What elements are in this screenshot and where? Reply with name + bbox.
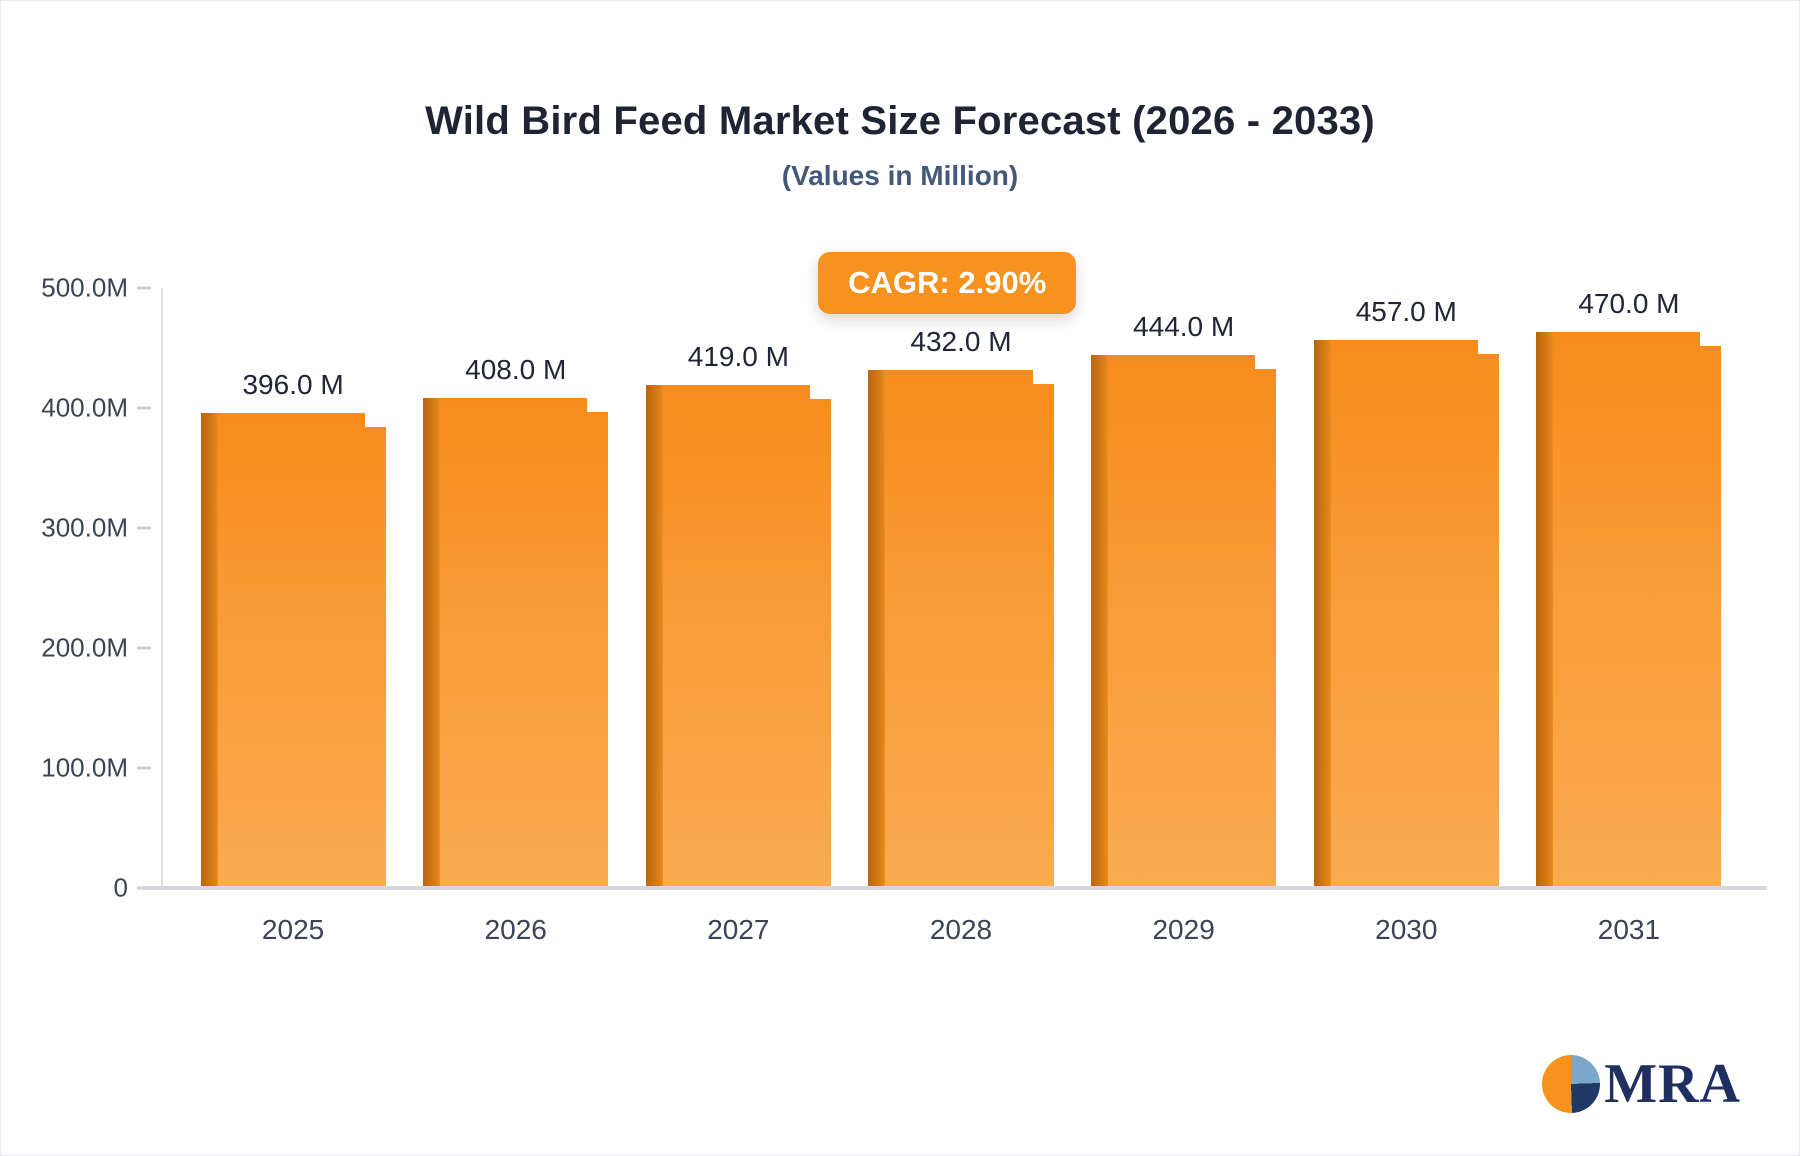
plot-area: 500.0M 400.0M 300.0M 200.0M 100.0M 0 396.0 M 2… bbox=[41, 252, 1767, 945]
bar-2031 bbox=[1536, 332, 1722, 888]
bar-2030 bbox=[1313, 339, 1499, 889]
x-tick-label: 2030 bbox=[1375, 914, 1438, 945]
bars: 396.0 M 2025 408.0 M 2026 419.0 M 2027 432.0 M… bbox=[163, 288, 1759, 945]
bar-column: 470.0 M 2031 bbox=[1536, 288, 1722, 945]
x-tick-label: 2026 bbox=[484, 914, 547, 945]
y-tick-mark bbox=[137, 406, 151, 410]
bar-column: 408.0 M 2026 bbox=[423, 288, 609, 945]
bar-2025 bbox=[200, 412, 386, 889]
bar-value-label: 419.0 M bbox=[687, 341, 789, 373]
mra-logo-pie-icon bbox=[1542, 1055, 1601, 1113]
bar-column: 419.0 M 2027 bbox=[645, 288, 832, 945]
x-tick-label: 2028 bbox=[929, 914, 993, 945]
x-tick-label: 2029 bbox=[1152, 914, 1215, 945]
y-tick-mark bbox=[137, 766, 151, 770]
bar-2028 bbox=[868, 369, 1054, 889]
bar-2029 bbox=[1091, 355, 1277, 888]
bar-column: 432.0 M 2028 bbox=[868, 288, 1054, 945]
cagr-badge: CAGR: 2.90% bbox=[818, 252, 1077, 314]
x-tick-label: 2027 bbox=[707, 914, 770, 945]
y-tick-label: 100.0M bbox=[41, 752, 128, 783]
bar-column: 444.0 M 2029 bbox=[1091, 288, 1277, 945]
y-axis-line bbox=[161, 288, 163, 888]
y-tick-mark bbox=[137, 286, 151, 290]
y-tick: 300.0M bbox=[27, 513, 151, 544]
y-tick-label: 500.0M bbox=[41, 272, 128, 303]
bar-column: 457.0 M 2030 bbox=[1313, 288, 1499, 945]
y-tick: 200.0M bbox=[27, 633, 151, 664]
bar-chart: 500.0M 400.0M 300.0M 200.0M 100.0M 0 396.0 M 2… bbox=[41, 252, 1767, 945]
x-tick-label: 2031 bbox=[1597, 914, 1661, 945]
bar-2026 bbox=[423, 398, 609, 888]
y-tick: 0 bbox=[27, 873, 151, 904]
bar-value-label: 408.0 M bbox=[465, 354, 567, 386]
y-tick-label: 0 bbox=[113, 872, 128, 903]
bar-value-label: 457.0 M bbox=[1355, 295, 1457, 327]
x-tick-label: 2025 bbox=[261, 914, 325, 945]
y-tick-mark bbox=[137, 646, 151, 650]
bar-value-label: 432.0 M bbox=[910, 325, 1012, 357]
y-tick: 500.0M bbox=[27, 273, 151, 304]
mra-logo: MRA bbox=[1542, 1055, 1741, 1113]
y-tick-label: 300.0M bbox=[41, 512, 128, 543]
bar-2027 bbox=[645, 385, 832, 888]
y-tick-label: 400.0M bbox=[41, 392, 128, 423]
bar-column: 396.0 M 2025 bbox=[200, 288, 386, 945]
bar-value-label: 444.0 M bbox=[1133, 311, 1235, 343]
mra-logo-text: MRA bbox=[1604, 1053, 1741, 1115]
chart-title: Wild Bird Feed Market Size Forecast (202… bbox=[425, 99, 1375, 143]
y-tick: 400.0M bbox=[27, 393, 151, 424]
chart-subtitle: (Values in Million) bbox=[781, 160, 1019, 191]
bar-value-label: 470.0 M bbox=[1578, 288, 1680, 319]
x-axis-line bbox=[139, 886, 1767, 890]
y-tick: 100.0M bbox=[27, 753, 151, 784]
y-tick-mark bbox=[137, 526, 151, 530]
bar-value-label: 396.0 M bbox=[242, 368, 344, 400]
y-tick-label: 200.0M bbox=[41, 632, 128, 663]
